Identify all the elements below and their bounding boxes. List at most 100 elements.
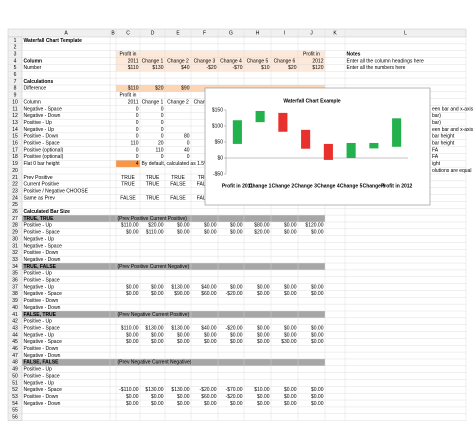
cell: $120	[312, 65, 323, 71]
cell: $0.00	[284, 325, 297, 331]
bar	[232, 120, 242, 144]
row-number: 32	[12, 250, 18, 256]
cell: $0.00	[230, 223, 243, 229]
cell: $0.00	[151, 284, 164, 290]
cell: $20	[288, 65, 297, 71]
cell: $110.00	[121, 223, 139, 229]
cell: -$20.00	[226, 394, 243, 400]
cell: Positive - Space	[24, 325, 60, 331]
cell: 40	[184, 147, 190, 153]
row-number: 26	[12, 209, 18, 215]
cell: bar)	[432, 120, 441, 126]
cell: Number	[24, 65, 42, 71]
cell: Negative - Up	[24, 236, 55, 242]
cell: $20	[155, 86, 164, 92]
cell: Positive - Down	[24, 298, 59, 304]
row-number: 50	[12, 373, 18, 379]
cell: -$70	[232, 65, 242, 71]
x-tick-label: Profit in 2012	[381, 183, 413, 189]
cell: $0.00	[284, 284, 297, 290]
cell: $120.00	[305, 223, 323, 229]
row-number: 39	[12, 298, 18, 304]
column-letter: C	[126, 30, 130, 36]
cell: Positive - Up	[24, 120, 53, 126]
cell: Positive - Down	[24, 250, 59, 256]
cell: $0.00	[284, 332, 297, 338]
cell: $0.00	[151, 401, 164, 407]
cell: Profit in	[303, 51, 320, 57]
cell: Column	[24, 58, 43, 64]
column-letter: A	[64, 30, 68, 36]
cell: Positive (optional)	[24, 154, 64, 160]
cell: $0.00	[284, 223, 297, 229]
cell: 0	[136, 147, 139, 153]
row-number: 22	[12, 182, 18, 188]
cell: Positive - Space	[24, 230, 60, 236]
cell: -$20	[206, 65, 216, 71]
row-number: 9	[14, 93, 17, 99]
row-number: 25	[12, 202, 18, 208]
cell: Flat 0 bar height	[24, 161, 61, 167]
row-number: 8	[14, 86, 17, 92]
cell: $20.00	[148, 223, 164, 229]
bar	[278, 112, 288, 132]
cell: $0.00	[177, 332, 190, 338]
cell: FA	[432, 154, 439, 160]
cell: $0.00	[284, 394, 297, 400]
cell: -$20.00	[200, 387, 217, 393]
row-number: 18	[12, 154, 18, 160]
column-letter: F	[203, 30, 206, 36]
cell: $90.00	[174, 291, 190, 297]
cell: FALSE, TRUE	[24, 312, 57, 318]
cell: $0.00	[311, 339, 324, 345]
cell: (Prev Positive Current Positive)	[118, 216, 188, 222]
cell: Negative - Space	[24, 243, 63, 249]
cell: $0.00	[204, 332, 217, 338]
cell: Enter all the numbers here	[347, 65, 406, 71]
cell: By default, calculated as 1.5% of	[142, 161, 215, 167]
cell: Change 4	[220, 58, 242, 64]
cell: $110.00	[121, 325, 139, 331]
cell: (Prev Negative Current Negative)	[118, 360, 192, 366]
cell: $0.00	[151, 332, 164, 338]
cell: FALSE	[170, 195, 186, 201]
cell: TRUE	[146, 195, 160, 201]
row-number: 48	[12, 360, 18, 366]
cell: Profit in	[120, 93, 137, 99]
cell: TRUE	[146, 175, 160, 181]
cell: $0.00	[311, 291, 324, 297]
x-tick-label: Change 5	[340, 183, 363, 189]
cell: $0.00	[177, 394, 190, 400]
row-number: 37	[12, 284, 18, 290]
cell: -$110.00	[119, 387, 139, 393]
cell: Calculated Bar Size	[24, 209, 71, 215]
cell: Enter all the column headings here	[347, 58, 424, 64]
y-tick-label: $150	[212, 107, 223, 113]
cell: Prev Positive	[24, 175, 53, 181]
bar	[369, 142, 379, 149]
cell: $0.00	[204, 230, 217, 236]
row-number: 20	[12, 168, 18, 174]
row-number: 46	[12, 346, 18, 352]
bar	[346, 142, 356, 158]
row-number: 27	[12, 216, 18, 222]
cell: Negative - Space	[24, 387, 63, 393]
row-number: 2	[14, 45, 17, 51]
cell: $130.00	[171, 284, 189, 290]
cell: 2012	[312, 58, 323, 64]
cell: 0	[161, 113, 164, 119]
bar	[255, 110, 265, 123]
cell: 0	[136, 127, 139, 133]
cell: 0	[161, 120, 164, 126]
cell: $130	[152, 65, 163, 71]
cell: $0.00	[230, 401, 243, 407]
row-number: 45	[12, 339, 18, 345]
row-number: 49	[12, 367, 18, 373]
flat-fill	[116, 160, 140, 168]
row-number: 29	[12, 230, 18, 236]
cell: Change 3	[194, 99, 216, 105]
cell: TRUE, TRUE	[24, 216, 55, 222]
column-letter: I	[284, 30, 285, 36]
cell: $0.00	[284, 387, 297, 393]
row-number: 21	[12, 175, 18, 181]
